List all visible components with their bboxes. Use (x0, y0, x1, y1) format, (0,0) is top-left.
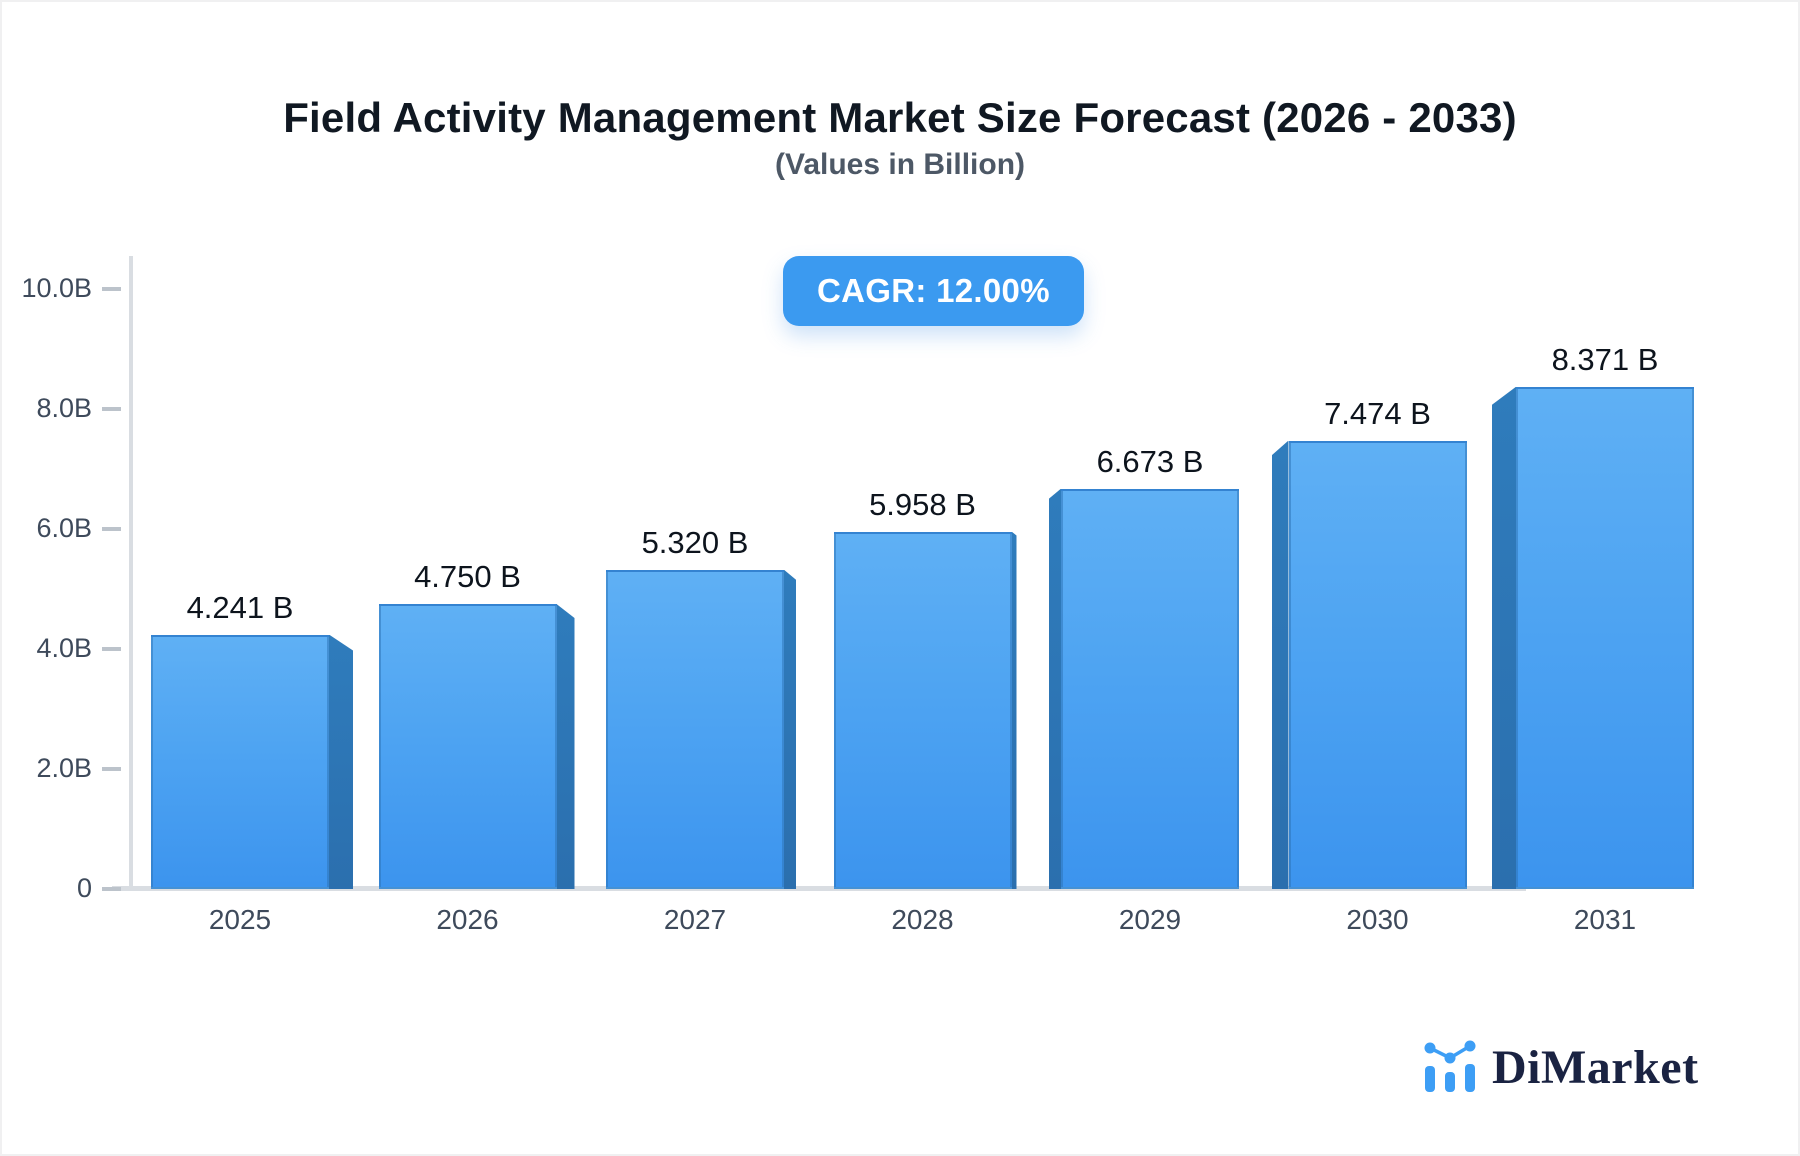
y-tick-mark (102, 407, 121, 411)
y-tick-mark (102, 527, 121, 531)
bar-3d-side-2030 (1271, 440, 1289, 889)
y-tick-label: 0 (76, 873, 92, 903)
bar-3d-side-2026 (556, 604, 575, 889)
x-tick-label-2031: 2031 (1573, 904, 1637, 935)
bar-value-label-2029: 6.673 B (1096, 443, 1204, 479)
brand-logo-text: DiMarket (1492, 1040, 1699, 1094)
mini-bar-chart-icon (1424, 1040, 1476, 1092)
y-tick-label: 2.0B (36, 753, 92, 783)
bar-2026[interactable] (378, 604, 557, 889)
y-axis-line (129, 256, 133, 890)
chart-title: Field Activity Management Market Size Fo… (283, 94, 1517, 141)
x-tick-label-2030: 2030 (1346, 904, 1409, 935)
y-tick-mark (102, 767, 121, 771)
cagr-badge: CAGR: 12.00% (783, 256, 1084, 326)
y-tick-label: 8.0B (36, 393, 92, 423)
bar-2027[interactable] (606, 569, 784, 889)
bar-2028[interactable] (833, 531, 1012, 889)
y-tick-label: 10.0B (21, 273, 92, 303)
bar-3d-side-2028 (1011, 531, 1017, 889)
x-tick-label-2026: 2026 (436, 904, 499, 935)
chart-subtitle: (Values in Billion) (774, 148, 1026, 181)
y-tick-label: 4.0B (36, 633, 92, 663)
bar-3d-side-2025 (329, 634, 353, 889)
bar-value-label-2028: 5.958 B (869, 486, 976, 522)
y-tick-mark (102, 887, 121, 891)
y-tick-label: 6.0B (36, 513, 92, 543)
y-tick-mark (102, 287, 121, 291)
brand-logo: DiMarket (1422, 1038, 1699, 1096)
bar-2031[interactable] (1516, 386, 1694, 889)
bar-3d-side-2027 (784, 569, 796, 889)
bar-2029[interactable] (1061, 488, 1239, 889)
x-tick-label-2025: 2025 (208, 904, 272, 935)
y-tick-mark (102, 647, 121, 651)
x-tick-label-2028: 2028 (891, 904, 954, 935)
x-tick-label-2029: 2029 (1118, 904, 1182, 935)
bar-value-label-2026: 4.750 B (414, 559, 521, 594)
bar-2030[interactable] (1288, 440, 1467, 889)
bar-3d-side-2031 (1492, 386, 1516, 889)
bar-2025[interactable] (151, 634, 329, 889)
bar-value-label-2031: 8.371 B (1551, 341, 1659, 377)
x-tick-label-2027: 2027 (663, 904, 727, 935)
x-axis-baseline (112, 886, 1526, 891)
bar-value-label-2027: 5.320 B (641, 524, 749, 560)
bar-value-label-2025: 4.241 B (186, 589, 294, 625)
bar-value-label-2030: 7.474 B (1324, 395, 1431, 431)
bar-3d-side-2029 (1049, 488, 1061, 889)
